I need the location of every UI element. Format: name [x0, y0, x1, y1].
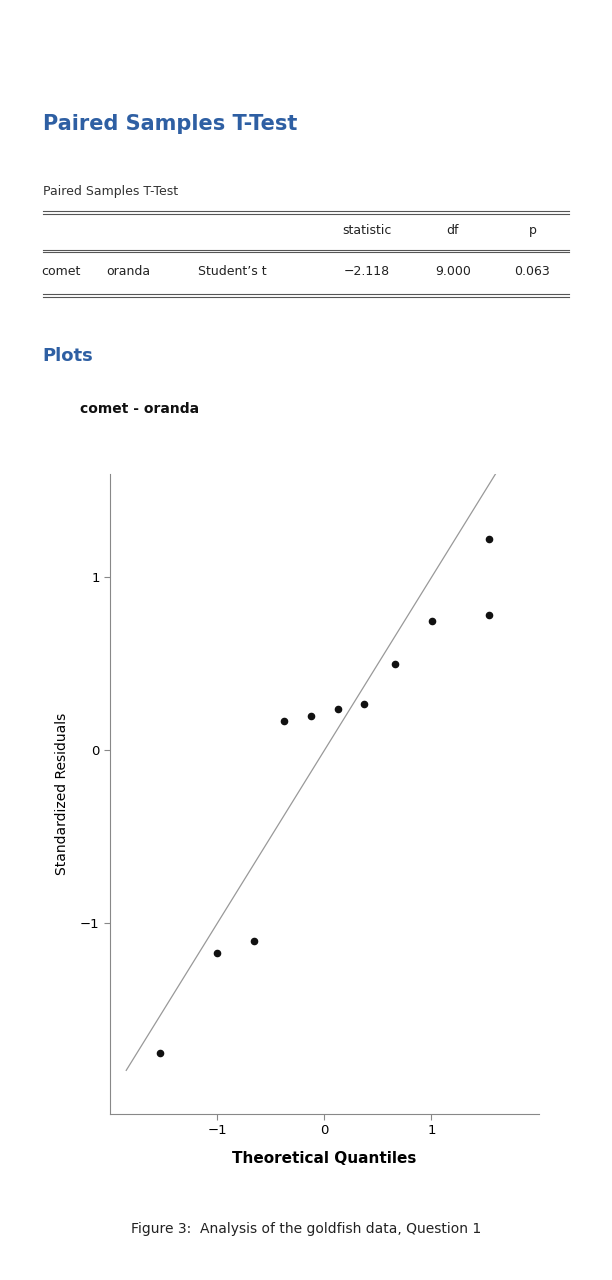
Point [333, 699, 343, 719]
Point [249, 931, 259, 951]
Text: p: p [529, 224, 536, 237]
Point [484, 605, 494, 626]
Text: −2.118: −2.118 [344, 265, 390, 278]
Text: Plots: Plots [43, 347, 94, 365]
Text: oranda: oranda [106, 265, 151, 278]
Text: Paired Samples T-Test: Paired Samples T-Test [43, 114, 297, 134]
Y-axis label: Standardized Residuals: Standardized Residuals [55, 713, 69, 874]
Point [280, 710, 289, 731]
Text: comet: comet [42, 265, 81, 278]
Point [427, 611, 436, 631]
Point [155, 1043, 165, 1064]
Point [484, 529, 494, 549]
Text: 0.063: 0.063 [515, 265, 550, 278]
Text: Figure 3:  Analysis of the goldfish data, Question 1: Figure 3: Analysis of the goldfish data,… [131, 1222, 481, 1235]
Text: statistic: statistic [343, 224, 392, 237]
Text: 9.000: 9.000 [435, 265, 471, 278]
Point [359, 694, 369, 714]
Text: df: df [447, 224, 459, 237]
Text: comet - oranda: comet - oranda [80, 402, 199, 416]
Text: Paired Samples T-Test: Paired Samples T-Test [43, 186, 178, 198]
Point [390, 654, 400, 675]
Point [212, 942, 222, 963]
Text: Student’s t: Student’s t [198, 265, 267, 278]
Point [306, 705, 316, 726]
X-axis label: Theoretical Quantiles: Theoretical Quantiles [232, 1151, 417, 1166]
